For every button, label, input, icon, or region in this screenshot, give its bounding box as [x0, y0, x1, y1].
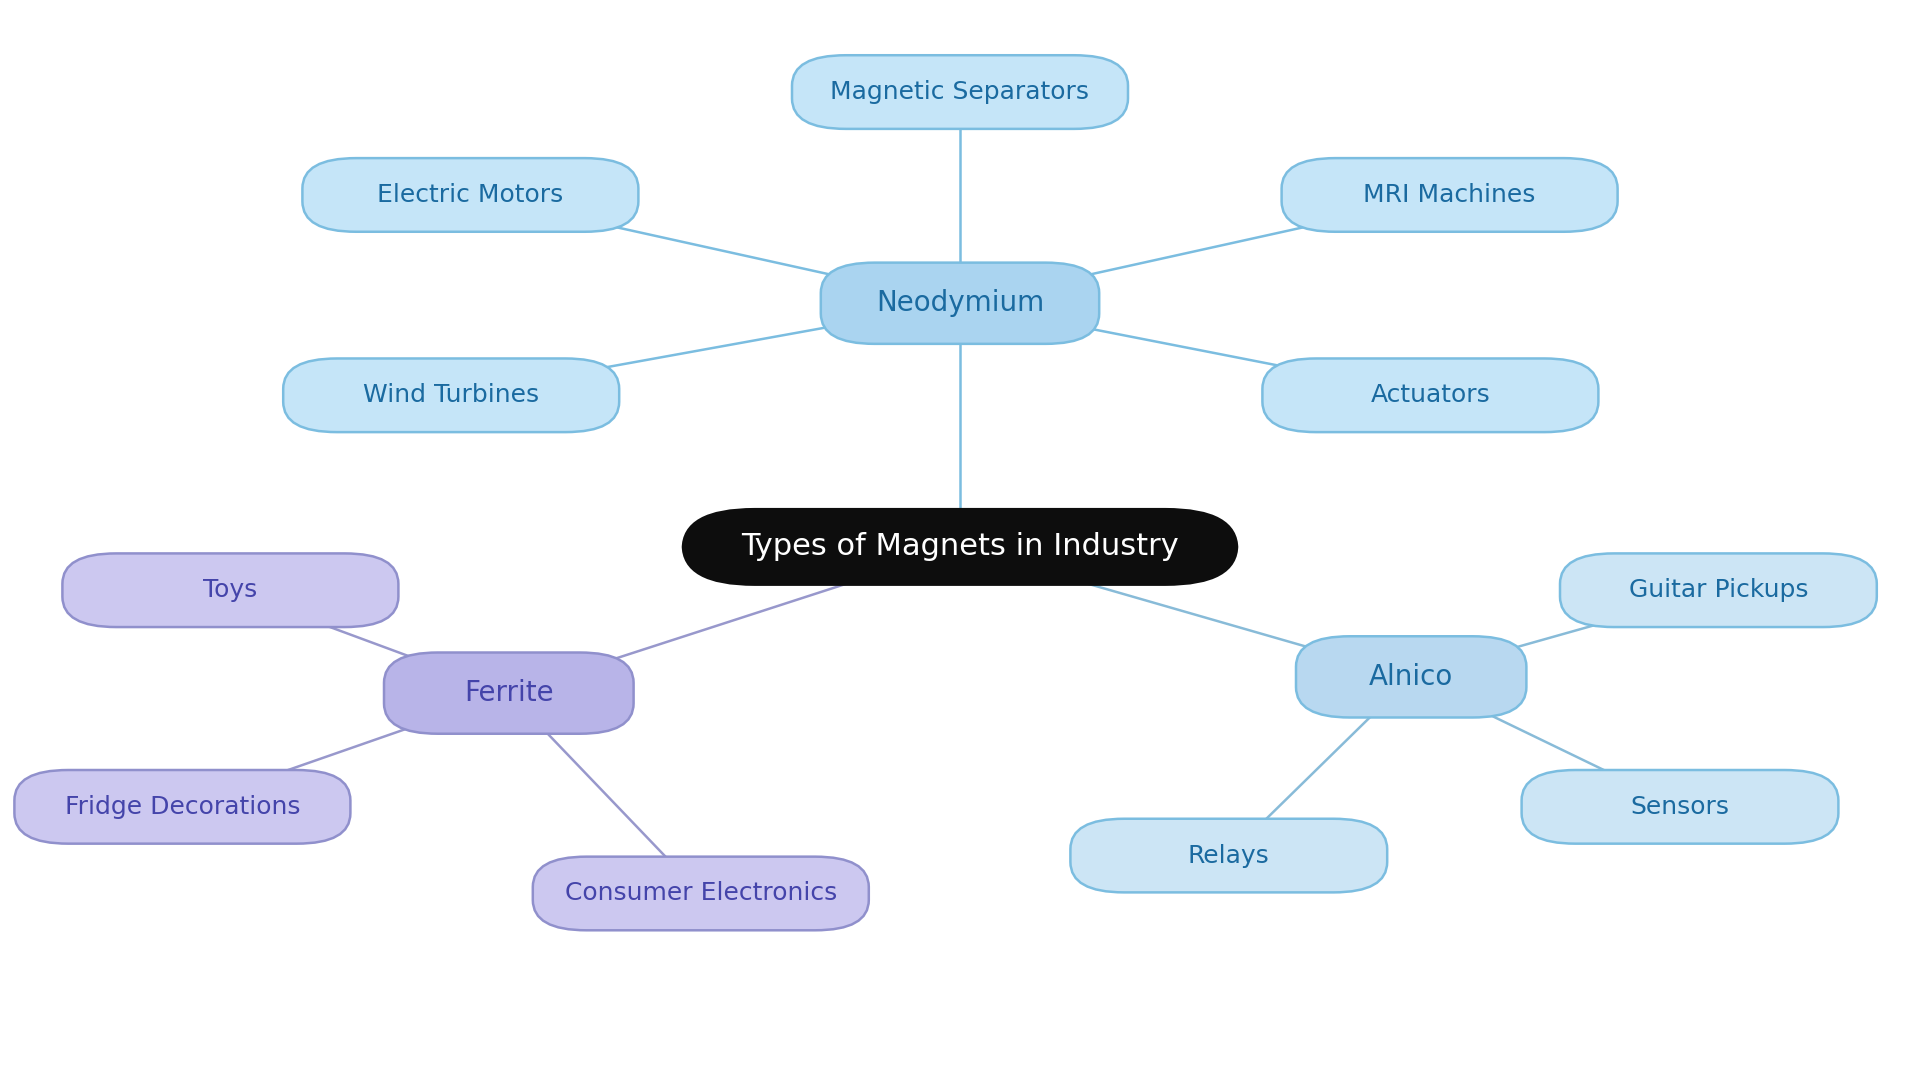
Text: Toys: Toys — [204, 578, 257, 602]
Text: Fridge Decorations: Fridge Decorations — [65, 795, 300, 819]
Text: Relays: Relays — [1188, 844, 1269, 867]
Text: Consumer Electronics: Consumer Electronics — [564, 882, 837, 905]
FancyBboxPatch shape — [15, 770, 349, 844]
Text: Ferrite: Ferrite — [465, 679, 553, 707]
FancyBboxPatch shape — [384, 652, 634, 734]
FancyBboxPatch shape — [532, 857, 868, 930]
FancyBboxPatch shape — [1283, 158, 1617, 232]
Text: Guitar Pickups: Guitar Pickups — [1628, 578, 1809, 602]
FancyBboxPatch shape — [682, 508, 1238, 586]
Text: Magnetic Separators: Magnetic Separators — [831, 80, 1089, 104]
FancyBboxPatch shape — [822, 263, 1098, 344]
Text: Wind Turbines: Wind Turbines — [363, 383, 540, 407]
Text: Types of Magnets in Industry: Types of Magnets in Industry — [741, 533, 1179, 561]
FancyBboxPatch shape — [1263, 358, 1597, 432]
Text: Sensors: Sensors — [1630, 795, 1730, 819]
Text: MRI Machines: MRI Machines — [1363, 183, 1536, 207]
FancyBboxPatch shape — [61, 553, 399, 627]
FancyBboxPatch shape — [1296, 637, 1526, 717]
Text: Alnico: Alnico — [1369, 663, 1453, 691]
FancyBboxPatch shape — [1559, 553, 1878, 627]
FancyBboxPatch shape — [301, 158, 637, 232]
Text: Neodymium: Neodymium — [876, 289, 1044, 317]
FancyBboxPatch shape — [791, 55, 1127, 129]
FancyBboxPatch shape — [1071, 819, 1386, 892]
FancyBboxPatch shape — [284, 358, 618, 432]
Text: Actuators: Actuators — [1371, 383, 1490, 407]
FancyBboxPatch shape — [1521, 770, 1839, 844]
Text: Electric Motors: Electric Motors — [376, 183, 564, 207]
